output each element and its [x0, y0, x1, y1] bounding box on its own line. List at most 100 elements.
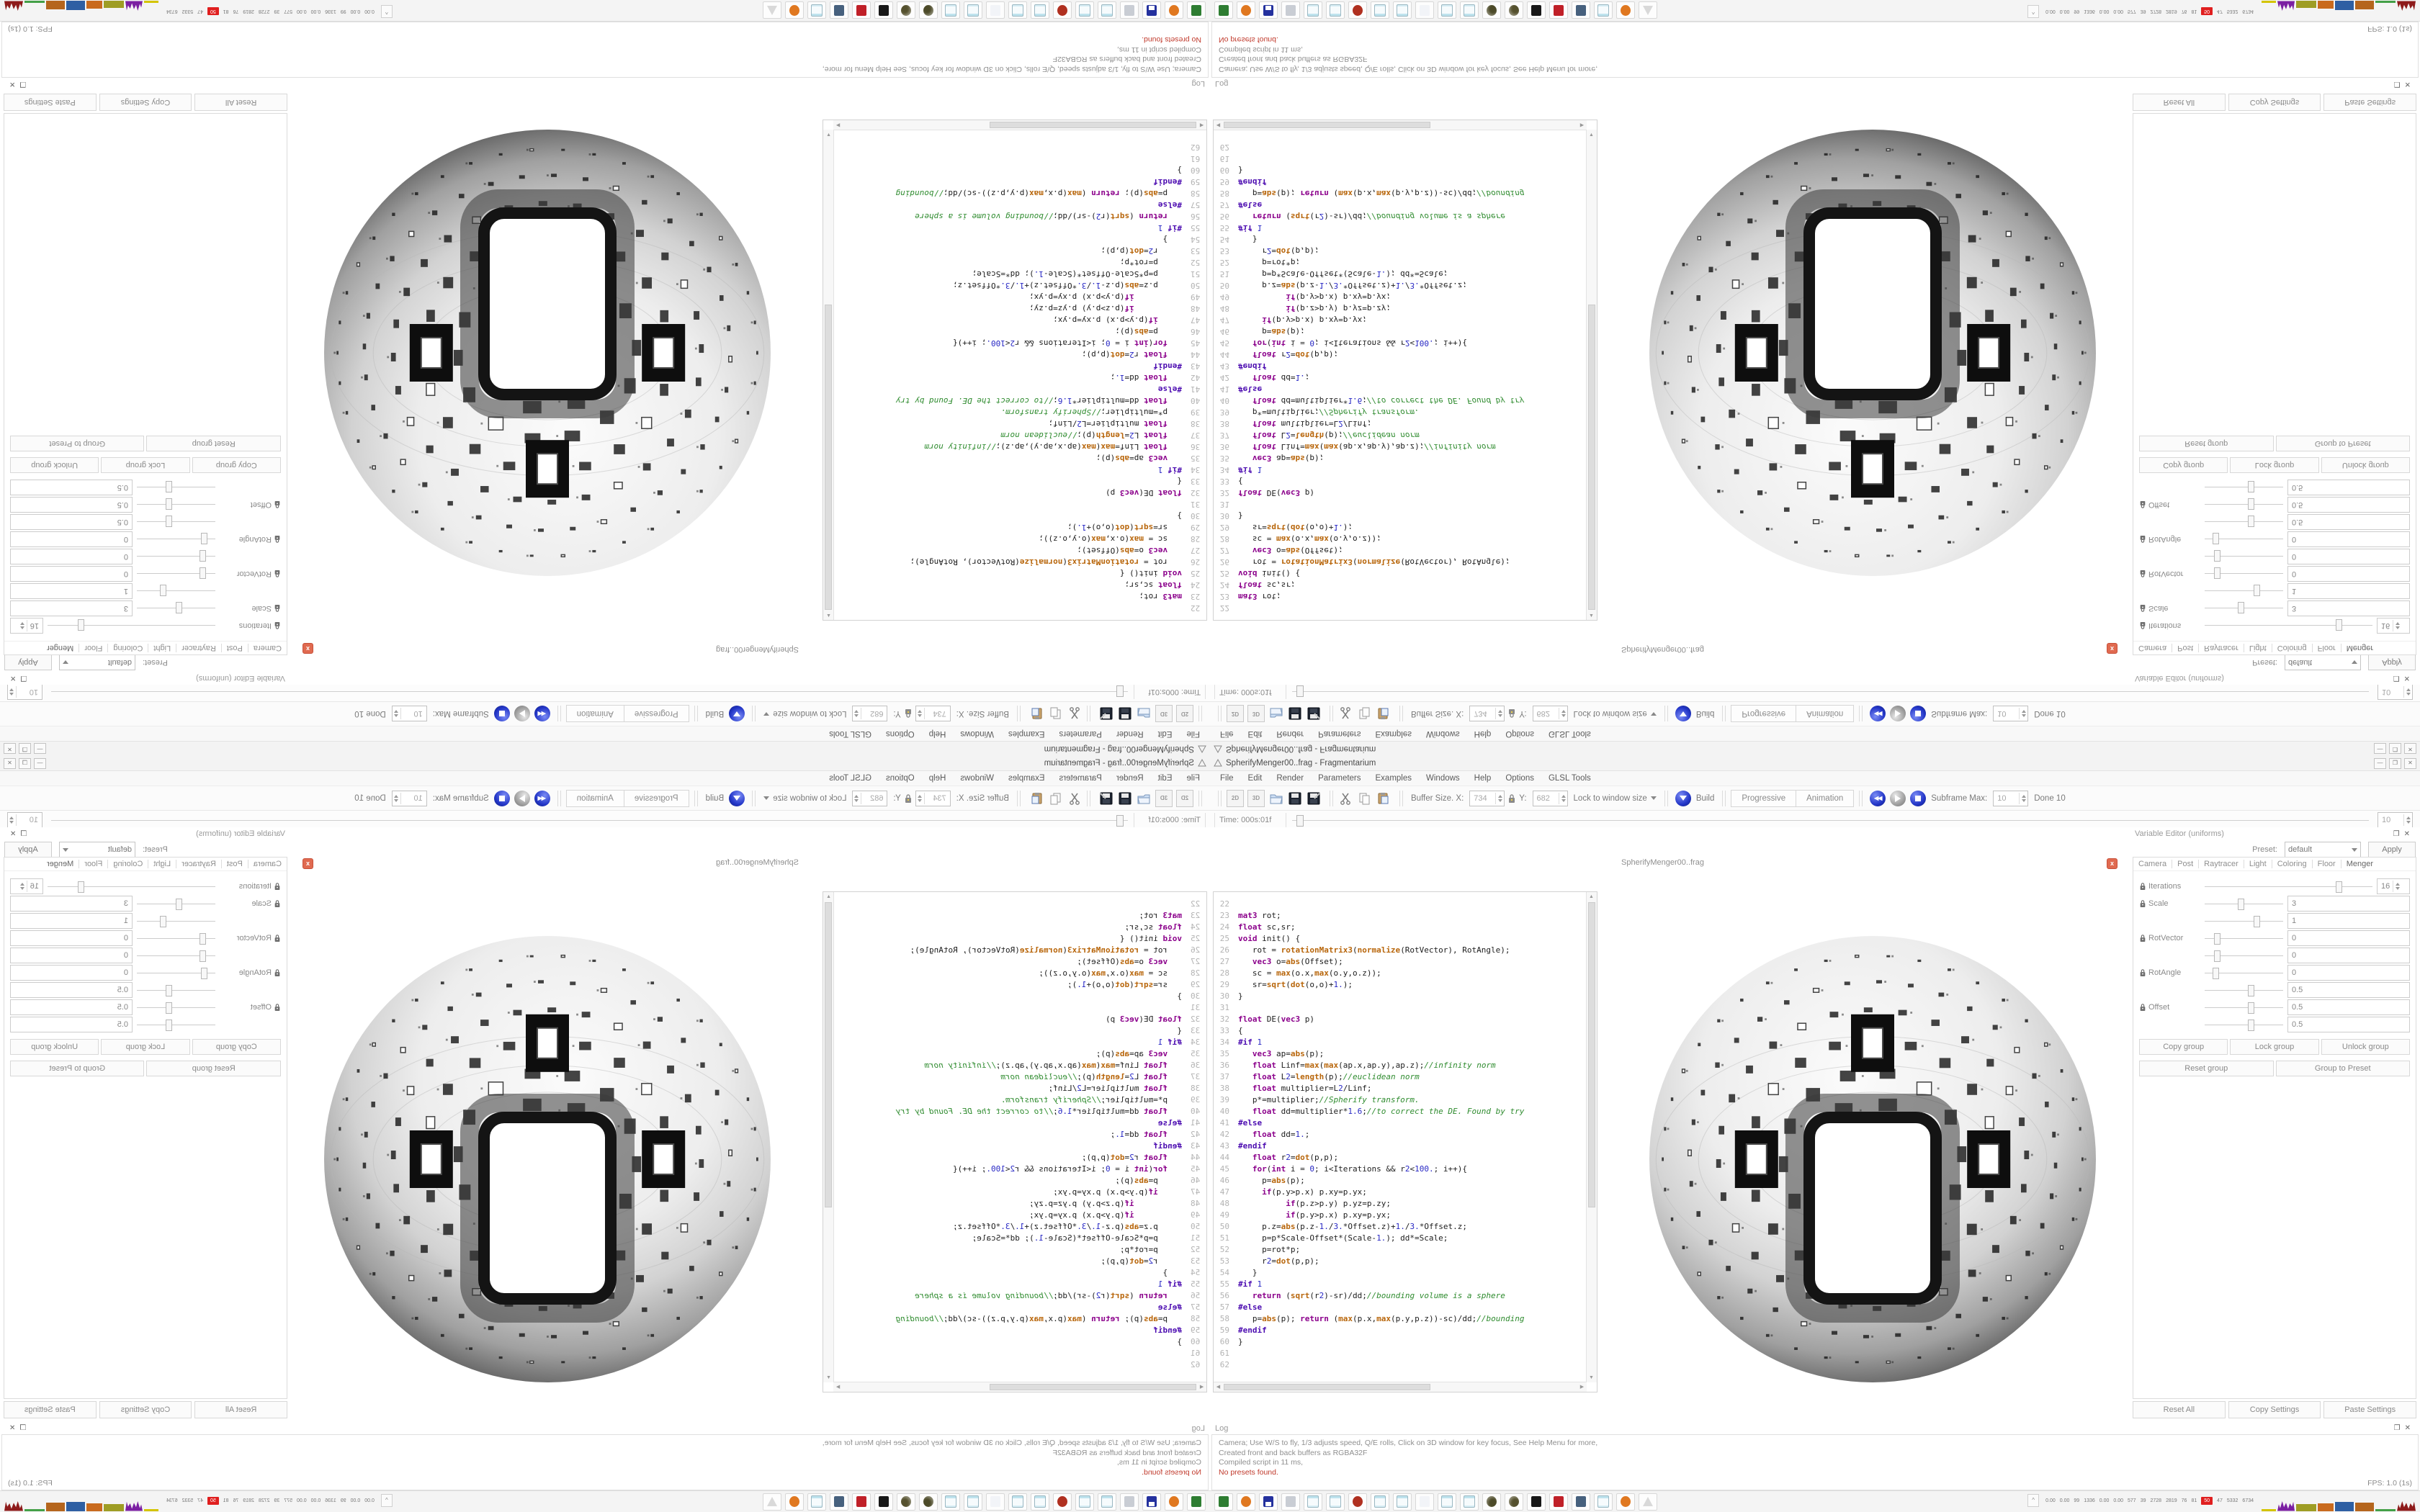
red-splat-icon[interactable] [1348, 1, 1367, 19]
code-line[interactable]: 41 #else [833, 1117, 1206, 1129]
tray-chevron-icon[interactable]: ^ [2027, 5, 2040, 18]
hscroll-thumb[interactable] [1224, 1384, 1430, 1390]
buffer-x-spinbox[interactable]: 734 [915, 706, 951, 722]
time-slider[interactable] [51, 814, 1128, 827]
code-pane[interactable]: 22 23 mat3 rot; 24 float sc,sr; 25 void init()… [1214, 130, 1587, 620]
notepad-icon[interactable] [1031, 1, 1049, 19]
param-slider-handle[interactable] [2253, 915, 2260, 927]
scroll-icon[interactable] [1120, 1, 1139, 19]
editor-vertical-scrollbar[interactable]: ▲ ▼ [823, 130, 834, 620]
rewind-button[interactable]: ◀◀ [534, 706, 550, 722]
param-slider-handle[interactable] [160, 585, 167, 597]
time-slider-handle[interactable] [1116, 814, 1124, 827]
menu-render[interactable]: Render [1276, 774, 1304, 783]
param-slider[interactable] [137, 567, 215, 580]
reset-group-button[interactable]: Reset group [146, 1061, 281, 1076]
paste-icon[interactable] [1028, 706, 1044, 722]
animation-button[interactable]: Animation [1796, 789, 1855, 807]
tab-raytracer[interactable]: Raytracer [176, 860, 221, 868]
code-line[interactable]: 30} [833, 991, 1206, 1002]
terminal-icon[interactable] [1214, 1493, 1233, 1511]
render-tab-label[interactable]: SpherifyMenger00..frag [1621, 858, 1704, 867]
code-line[interactable]: 46 p=abs(p); [1214, 1175, 1587, 1187]
param-lock-icon[interactable] [272, 968, 281, 977]
scroll-icon[interactable] [1281, 1493, 1300, 1511]
param-value-field[interactable]: 0.5 [10, 514, 133, 530]
firefox-icon[interactable] [1237, 1493, 1255, 1511]
notepad-icon[interactable] [1460, 1493, 1479, 1511]
param-lock-icon[interactable] [272, 899, 281, 908]
red-badge-icon[interactable] [852, 1493, 871, 1511]
menu-help[interactable]: Help [928, 774, 946, 783]
time-slider[interactable] [51, 685, 1128, 698]
param-slider[interactable] [2205, 881, 2372, 893]
code-line[interactable]: 57 #else [1214, 199, 1587, 210]
notepad-icon[interactable] [807, 1, 826, 19]
param-value-field[interactable]: 1 [2287, 913, 2410, 929]
code-line[interactable]: 43 #endif [1214, 360, 1587, 372]
param-value-field[interactable]: 0 [2287, 566, 2410, 582]
param-slider-handle[interactable] [2214, 550, 2221, 562]
scroll-up-icon[interactable]: ▲ [826, 613, 831, 618]
code-line[interactable]: 61 [1214, 153, 1587, 164]
time-slider-handle[interactable] [1296, 814, 1304, 827]
code-line[interactable]: 58 p=abs(p); return (max(p.x,max(p.y,p.z… [833, 1313, 1206, 1325]
code-line[interactable]: 47 if(p.y>p.x) p.xy=p.yx; [1214, 314, 1587, 325]
render-view[interactable] [295, 122, 803, 642]
firefox-icon[interactable] [785, 1493, 804, 1511]
code-line[interactable]: 52 p=rot*p; [833, 1244, 1206, 1256]
code-line[interactable]: 54 } [833, 233, 1206, 245]
firefox-icon[interactable] [1165, 1, 1183, 19]
tab-camera[interactable]: Camera [2133, 860, 2173, 868]
lock-to-window-dropdown[interactable]: Lock to window size [763, 709, 846, 719]
group-to-preset-button[interactable]: Group to Preset [2275, 436, 2410, 451]
restore-button[interactable]: ❐ [19, 743, 31, 755]
notepad-icon[interactable] [1008, 1, 1027, 19]
param-slider[interactable] [137, 481, 215, 493]
code-line[interactable]: 33 { [1214, 1025, 1587, 1037]
firefox-icon[interactable] [1616, 1493, 1635, 1511]
build-label[interactable]: Build [705, 793, 725, 803]
copy-icon[interactable] [1357, 706, 1373, 722]
param-value-field[interactable]: 0 [10, 531, 133, 547]
code-line[interactable]: 24 float sc,sr; [1214, 579, 1587, 590]
dark-orb-icon[interactable] [919, 1493, 938, 1511]
lock-group-button[interactable]: Lock group [101, 1039, 190, 1055]
code-line[interactable]: 40 float dd=multiplier*1.6;//to correct … [833, 395, 1206, 406]
param-value-spinbox[interactable]: 16 [2377, 878, 2410, 894]
menu-render[interactable]: Render [1116, 729, 1144, 738]
code-line[interactable]: 25 void init() { [833, 933, 1206, 945]
notepad-icon[interactable] [1326, 1, 1345, 19]
build-label[interactable]: Build [705, 709, 725, 719]
rewind-button[interactable]: ◀◀ [1870, 706, 1886, 722]
code-line[interactable]: 34 #if 1 [833, 464, 1206, 475]
copy-icon[interactable] [1047, 791, 1063, 806]
menu-glsl-tools[interactable]: GLSL Tools [1548, 729, 1591, 738]
editor-vertical-scrollbar[interactable]: ▲ ▼ [1586, 892, 1597, 1382]
close-button[interactable]: ✕ [2404, 743, 2416, 755]
buffer-x-spinbox[interactable]: 734 [1469, 790, 1505, 806]
panel-dock-buttons[interactable]: ❐✕ [6, 830, 27, 838]
lock-group-button[interactable]: Lock group [101, 457, 190, 473]
minimize-button[interactable]: — [2374, 757, 2386, 769]
param-slider-handle[interactable] [176, 602, 183, 614]
code-line[interactable]: 32 float DE(vec3 p) [833, 487, 1206, 498]
param-slider-handle[interactable] [2247, 1002, 2254, 1014]
param-value-field[interactable]: 3 [2287, 896, 2410, 912]
param-slider-handle[interactable] [2247, 498, 2254, 510]
menu-glsl-tools[interactable]: GLSL Tools [829, 774, 872, 783]
param-slider-handle[interactable] [2214, 567, 2221, 580]
build-label[interactable]: Build [1695, 709, 1715, 719]
code-line[interactable]: 53 r2=dot(p,p); [1214, 1256, 1587, 1267]
code-line[interactable]: 38 float multiplier=L2/Linf; [833, 418, 1206, 429]
code-line[interactable]: 44 float r2=dot(p,p); [1214, 1152, 1587, 1164]
param-value-field[interactable]: 0.5 [10, 1017, 133, 1032]
code-line[interactable]: 61 [833, 153, 1206, 164]
code-line[interactable]: 54 } [1214, 233, 1587, 245]
code-line[interactable]: 50 p.z=abs(p.z-1./3.*Offset.z)+1./3.*Off… [833, 279, 1206, 291]
hscroll-thumb[interactable] [990, 1384, 1196, 1390]
param-value-field[interactable]: 0.5 [2287, 999, 2410, 1015]
code-line[interactable]: 23 mat3 rot; [833, 910, 1206, 922]
param-lock-icon[interactable] [272, 500, 281, 509]
notepad-icon[interactable] [1304, 1493, 1322, 1511]
